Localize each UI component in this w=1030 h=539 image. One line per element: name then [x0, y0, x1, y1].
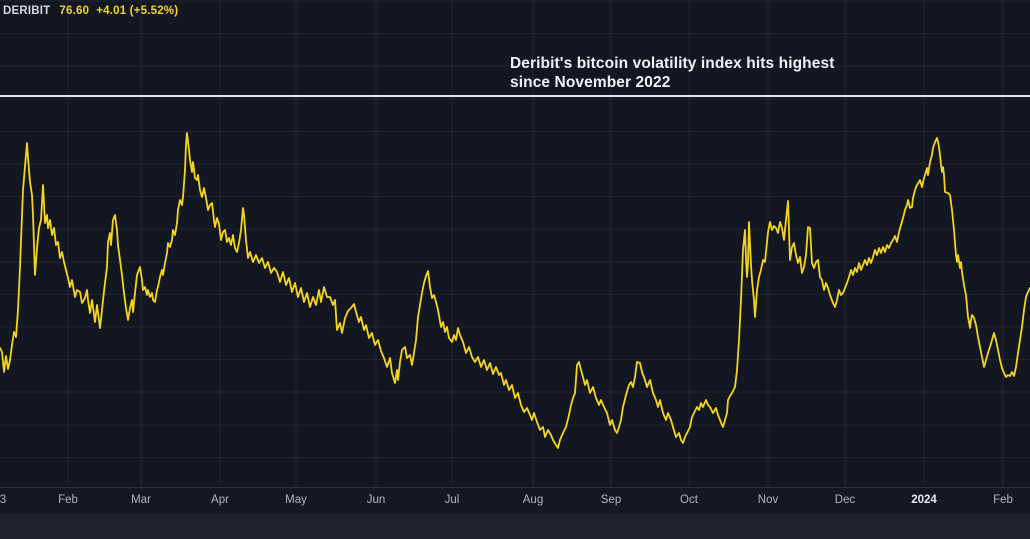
x-axis-tick-label: Jul	[444, 494, 460, 506]
x-axis-tick-label: Aug	[522, 494, 544, 506]
chart-headline: Deribit's bitcoin volatility index hits …	[510, 54, 900, 92]
x-axis-tick-label: Jun	[366, 494, 386, 506]
chart-canvas[interactable]	[0, 0, 1030, 487]
bottom-toolbar-band	[0, 514, 1030, 539]
x-axis-tick-label: May	[285, 494, 307, 506]
ticker-symbol: DERIBIT	[3, 5, 51, 17]
x-axis-tick-label: Feb	[993, 494, 1013, 506]
x-axis-tick-label: Dec	[834, 494, 856, 506]
x-axis-tick-label: Feb	[58, 494, 78, 506]
x-axis-tick-label: Mar	[131, 494, 151, 506]
x-axis-tick-label: 2024	[911, 494, 937, 506]
ticker-change: +4.01 (+5.52%)	[96, 5, 179, 17]
x-axis-tick-label: Oct	[680, 494, 698, 506]
x-axis-tick-label: Apr	[211, 494, 229, 506]
x-axis-tick-label: 3	[0, 494, 7, 506]
grid-lines	[0, 0, 1030, 487]
x-axis-tick-label: Sep	[600, 494, 622, 506]
time-axis[interactable]: 3 Feb Mar Apr May Jun Jul Aug Sep Oct Nov Dec 2024 Fe…	[0, 487, 1030, 514]
x-axis-tick-label: Nov	[757, 494, 779, 506]
price-line-series	[0, 132, 1030, 449]
headline-line-1: Deribit's bitcoin volatility index hits …	[510, 55, 835, 72]
headline-line-2: since November 2022	[510, 74, 671, 91]
ticker-legend: DERIBIT 76.60 +4.01 (+5.52%)	[3, 5, 178, 17]
ticker-last-price: 76.60	[59, 5, 90, 17]
